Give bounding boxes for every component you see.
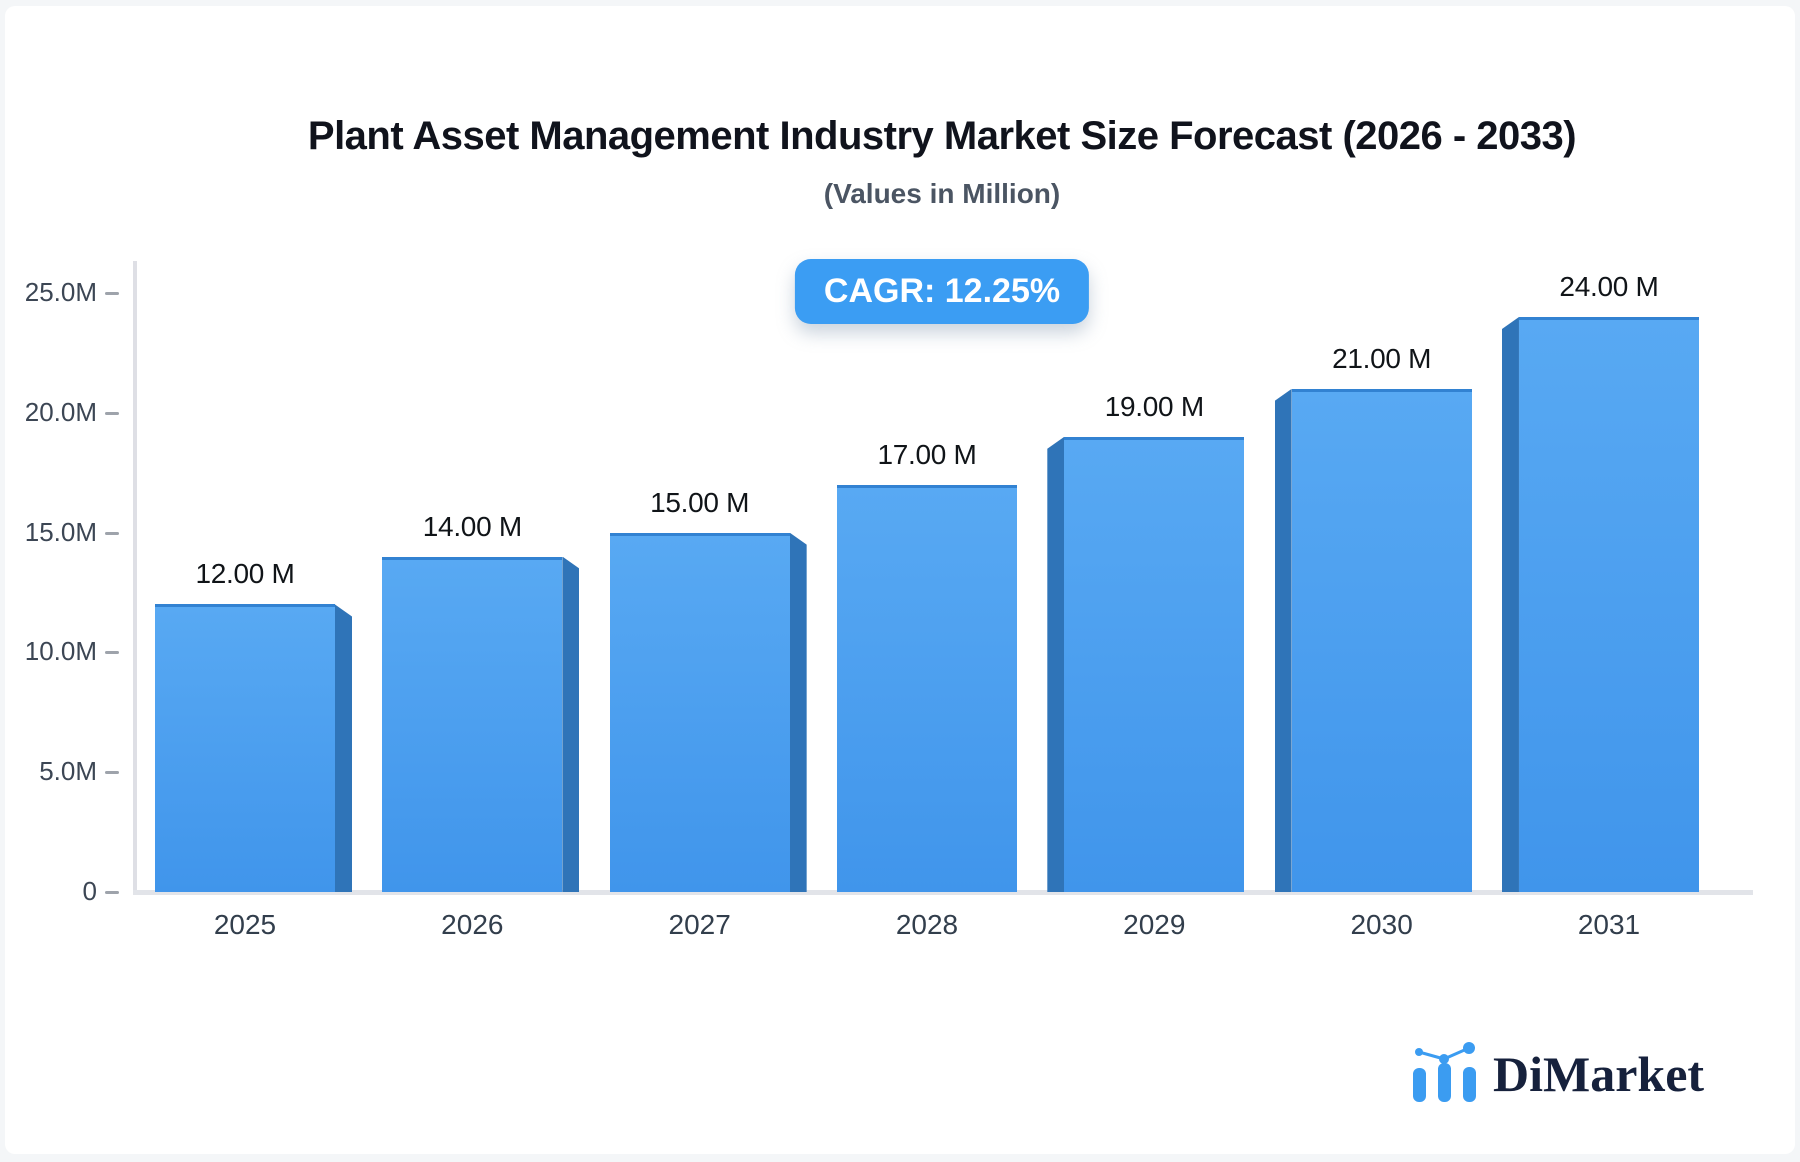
bar-side-face-2026 — [562, 556, 580, 892]
cagr-badge: CAGR: 12.25% — [794, 259, 1090, 324]
brand-logo-icon — [1413, 1042, 1476, 1102]
bar-value-label-2031: 24.00 M — [1559, 270, 1659, 302]
chart-title: Plant Asset Management Industry Market S… — [307, 114, 1577, 158]
bar-value-label-2028: 17.00 M — [877, 438, 977, 470]
x-axis-label-2025: 2025 — [213, 909, 277, 940]
bar-side-face-2027 — [789, 532, 807, 892]
bar-value-label-2027: 15.00 M — [650, 486, 750, 518]
bar-2029 — [1064, 436, 1245, 892]
y-axis-tick-20 — [105, 411, 119, 415]
bar-value-label-2029: 19.00 M — [1104, 390, 1204, 422]
x-axis-label-2026: 2026 — [441, 909, 504, 940]
bar-value-label-2030: 21.00 M — [1332, 342, 1432, 374]
y-axis-tick-25 — [105, 292, 119, 295]
bar-side-face-2025 — [335, 604, 352, 892]
bar-side-face-2029 — [1047, 436, 1065, 892]
bar-2025 — [155, 604, 335, 892]
y-axis-tick-5 — [105, 771, 119, 775]
bar-side-face-2031 — [1501, 316, 1519, 892]
y-axis-line — [133, 261, 137, 892]
bar-value-label-2026: 14.00 M — [422, 510, 522, 542]
x-axis-label-2027: 2027 — [668, 909, 731, 940]
chart-card: Plant Asset Management Industry Market S… — [5, 6, 1795, 1154]
bar-2027 — [609, 532, 790, 892]
x-axis-label-2029: 2029 — [1123, 909, 1186, 940]
bar-2031 — [1518, 316, 1699, 892]
x-axis-line — [133, 890, 1753, 895]
chart-subtitle: (Values in Million) — [823, 178, 1061, 209]
y-axis-tick-10 — [105, 651, 119, 655]
plot-area: 25.0M 20.0M 15.0M 10.0M 5.0M 0 12.00 M 2025 14.0… — [5, 6, 1800, 1162]
y-axis-label-0: 0 — [82, 876, 97, 906]
y-axis-label-25: 25.0M — [24, 277, 97, 307]
bar-side-face-2030 — [1274, 388, 1292, 892]
brand-logo: DiMarket — [1409, 1042, 1704, 1106]
brand-logo-text: DiMarket — [1493, 1046, 1705, 1102]
bar-value-label-2025: 12.00 M — [195, 558, 295, 590]
bar-2026 — [382, 556, 563, 892]
x-axis-label-2030: 2030 — [1350, 909, 1413, 940]
y-axis-label-20: 20.0M — [24, 396, 97, 427]
y-axis-tick-0 — [105, 891, 119, 894]
x-axis-label-2031: 2031 — [1577, 909, 1641, 940]
x-axis-label-2028: 2028 — [895, 909, 959, 940]
bar-2028 — [836, 484, 1017, 892]
y-axis-label-15: 15.0M — [24, 516, 97, 547]
y-axis-tick-15 — [105, 531, 119, 535]
bar-2030 — [1291, 388, 1472, 892]
y-axis-label-5: 5.0M — [39, 756, 97, 787]
y-axis-label-10: 10.0M — [24, 636, 97, 667]
